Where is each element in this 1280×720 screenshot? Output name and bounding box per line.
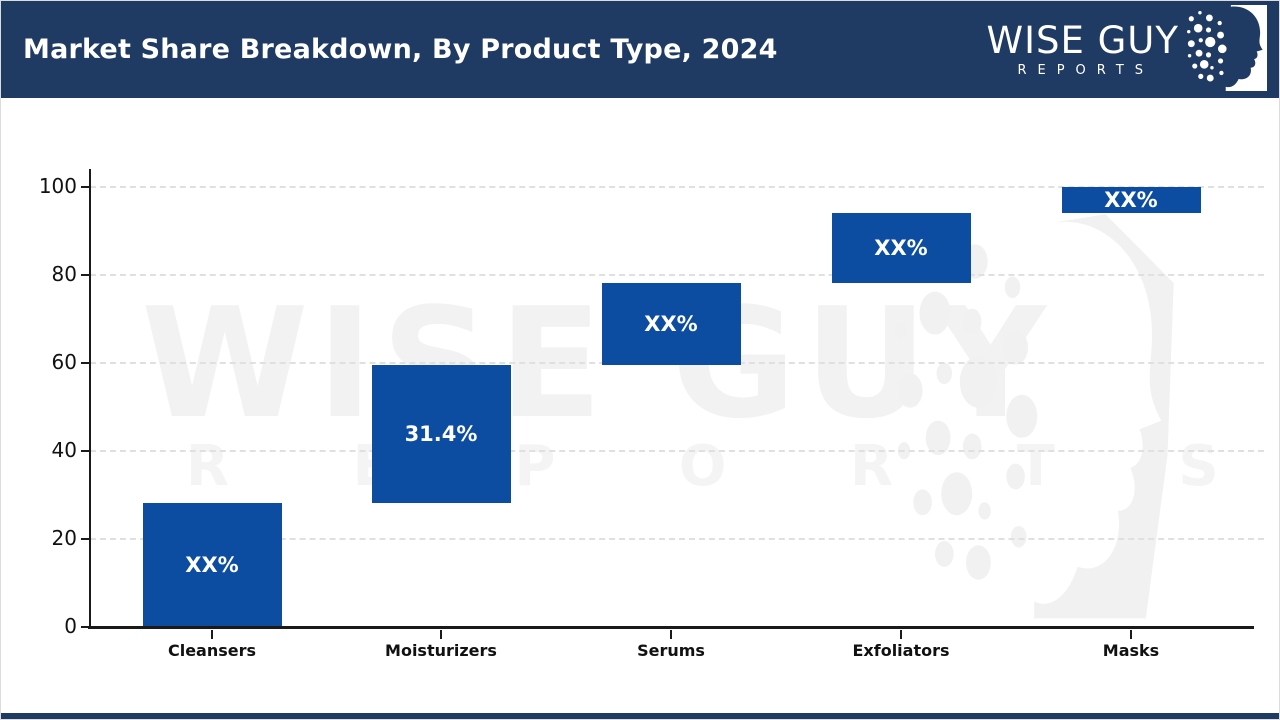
x-axis-category-label: Exfoliators: [852, 641, 950, 660]
bar-value-label: XX%: [185, 552, 239, 577]
y-axis-tick-label: 80: [51, 262, 77, 286]
waterfall-bar: XX%: [142, 502, 282, 627]
dotted-head-icon: [1181, 4, 1267, 95]
bar-value-label: XX%: [874, 235, 928, 260]
gridline: [90, 538, 1264, 540]
logo-wordmark: WISE GUY: [986, 18, 1179, 62]
y-axis-tick-label: 20: [51, 526, 77, 550]
y-axis-tick: [81, 626, 89, 628]
x-axis-tick: [900, 630, 902, 639]
y-axis-tick: [81, 538, 89, 540]
gridline: [90, 274, 1264, 276]
x-axis-tick: [440, 630, 442, 639]
y-axis-tick-label: 40: [51, 438, 77, 462]
x-axis-tick: [1130, 630, 1132, 639]
x-axis-category-label: Serums: [637, 641, 705, 660]
page-title: Market Share Breakdown, By Product Type,…: [23, 34, 778, 65]
y-axis-tick: [81, 450, 89, 452]
header-banner: Market Share Breakdown, By Product Type,…: [1, 1, 1279, 98]
watermark-subtitle: R E P O R T S: [186, 434, 1271, 499]
bar-value-label: XX%: [644, 311, 698, 336]
x-axis-tick: [211, 630, 213, 639]
watermark-head-icon: [873, 197, 1183, 631]
waterfall-bar: XX%: [601, 282, 741, 365]
bar-value-label: XX%: [1104, 187, 1158, 212]
gridline: [90, 450, 1264, 452]
y-axis-tick: [81, 274, 89, 276]
logo-subtitle: REPORTS: [1017, 62, 1155, 78]
wise-guy-logo: WISE GUY REPORTS: [987, 4, 1279, 95]
y-axis-tick: [81, 186, 89, 188]
y-axis-tick-label: 100: [38, 174, 77, 198]
x-axis-tick: [670, 630, 672, 639]
x-axis-line: [88, 626, 1254, 629]
waterfall-bar: XX%: [831, 212, 971, 283]
logo-text: WISE GUY REPORTS: [987, 22, 1179, 78]
waterfall-bar: 31.4%: [371, 364, 511, 503]
bar-value-label: 31.4%: [404, 421, 478, 446]
x-axis-category-label: Cleansers: [167, 641, 257, 660]
footer-accent-bar: [1, 713, 1279, 719]
y-axis-tick-label: 60: [51, 350, 77, 374]
y-axis-tick-label: 0: [64, 614, 77, 638]
x-axis-category-label: Moisturizers: [385, 641, 497, 660]
waterfall-bar: XX%: [1061, 187, 1201, 213]
y-axis-tick: [81, 362, 89, 364]
gridline: [90, 186, 1264, 188]
y-axis-line: [89, 169, 91, 628]
x-axis-category-label: Masks: [1102, 641, 1160, 660]
